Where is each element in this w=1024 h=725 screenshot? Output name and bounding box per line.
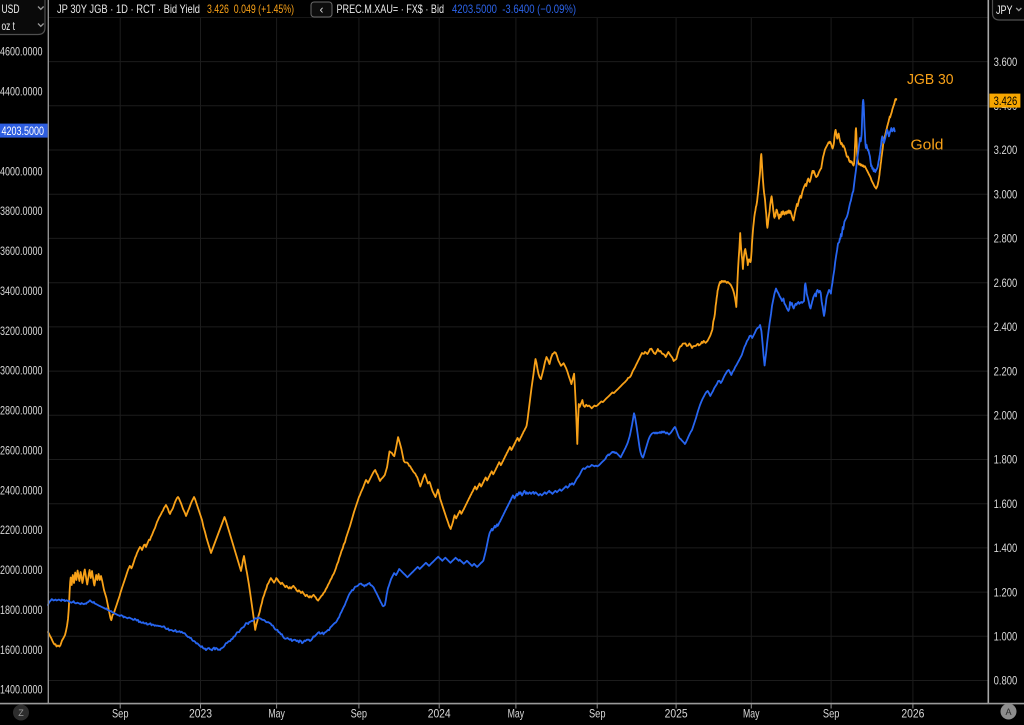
- svg-text:2024: 2024: [428, 707, 451, 721]
- svg-text:USD: USD: [2, 2, 20, 16]
- svg-text:2.400: 2.400: [994, 320, 1018, 334]
- svg-text:4203.5000 -3.6400 (−0.09%): 4203.5000 -3.6400 (−0.09%): [452, 2, 576, 16]
- svg-text:0.800: 0.800: [994, 674, 1018, 688]
- svg-text:May: May: [268, 707, 285, 721]
- svg-text:4600.0000: 4600.0000: [0, 45, 43, 59]
- svg-text:1400.0000: 1400.0000: [0, 683, 43, 697]
- svg-text:Sep: Sep: [351, 707, 368, 721]
- svg-text:2023: 2023: [189, 707, 212, 721]
- svg-text:3600.0000: 3600.0000: [0, 244, 43, 258]
- svg-text:1.000: 1.000: [994, 630, 1018, 644]
- svg-text:Gold: Gold: [911, 137, 944, 154]
- svg-text:1.400: 1.400: [994, 541, 1018, 555]
- svg-text:4000.0000: 4000.0000: [0, 164, 43, 178]
- svg-text:‹: ‹: [320, 2, 324, 16]
- svg-text:2600.0000: 2600.0000: [0, 444, 43, 458]
- svg-text:1800.0000: 1800.0000: [0, 603, 43, 617]
- svg-text:3.600: 3.600: [994, 55, 1018, 69]
- svg-text:3.426: 3.426: [994, 94, 1018, 108]
- svg-text:JPY: JPY: [996, 3, 1013, 17]
- svg-text:3.000: 3.000: [994, 187, 1018, 201]
- svg-text:2.000: 2.000: [994, 409, 1018, 423]
- svg-text:JP 30Y JGB · 1D · RCT · Bid Yi: JP 30Y JGB · 1D · RCT · Bid Yield: [57, 2, 200, 16]
- svg-text:2.200: 2.200: [994, 364, 1018, 378]
- svg-text:2.800: 2.800: [994, 232, 1018, 246]
- svg-text:May: May: [743, 707, 760, 721]
- svg-text:2026: 2026: [901, 707, 924, 721]
- svg-text:1.200: 1.200: [994, 585, 1018, 599]
- svg-text:2200.0000: 2200.0000: [0, 523, 43, 537]
- svg-text:JGB 30: JGB 30: [907, 71, 954, 88]
- svg-text:2025: 2025: [665, 707, 688, 721]
- svg-text:2800.0000: 2800.0000: [0, 404, 43, 418]
- svg-text:PREC.M.XAU= · FX$ · Bid: PREC.M.XAU= · FX$ · Bid: [337, 2, 445, 16]
- svg-text:2400.0000: 2400.0000: [0, 483, 43, 497]
- svg-text:3000.0000: 3000.0000: [0, 364, 43, 378]
- svg-text:3800.0000: 3800.0000: [0, 204, 43, 218]
- svg-text:2.600: 2.600: [994, 276, 1018, 290]
- svg-text:Z: Z: [18, 708, 24, 718]
- svg-text:oz t: oz t: [2, 19, 16, 33]
- svg-text:3.200: 3.200: [994, 143, 1018, 157]
- svg-text:1.600: 1.600: [994, 497, 1018, 511]
- svg-text:1.800: 1.800: [994, 453, 1018, 467]
- svg-text:3200.0000: 3200.0000: [0, 324, 43, 338]
- svg-text:Sep: Sep: [589, 707, 606, 721]
- svg-text:May: May: [508, 707, 524, 721]
- svg-text:A: A: [1005, 707, 1011, 717]
- svg-text:Sep: Sep: [112, 707, 129, 721]
- svg-text:3400.0000: 3400.0000: [0, 284, 43, 298]
- svg-text:2000.0000: 2000.0000: [0, 563, 43, 577]
- svg-text:4203.5000: 4203.5000: [2, 124, 45, 138]
- svg-text:Sep: Sep: [823, 707, 840, 721]
- svg-text:4400.0000: 4400.0000: [0, 85, 43, 99]
- svg-text:3.426 0.049 (+1.45%): 3.426 0.049 (+1.45%): [207, 2, 294, 16]
- svg-text:1600.0000: 1600.0000: [0, 643, 43, 657]
